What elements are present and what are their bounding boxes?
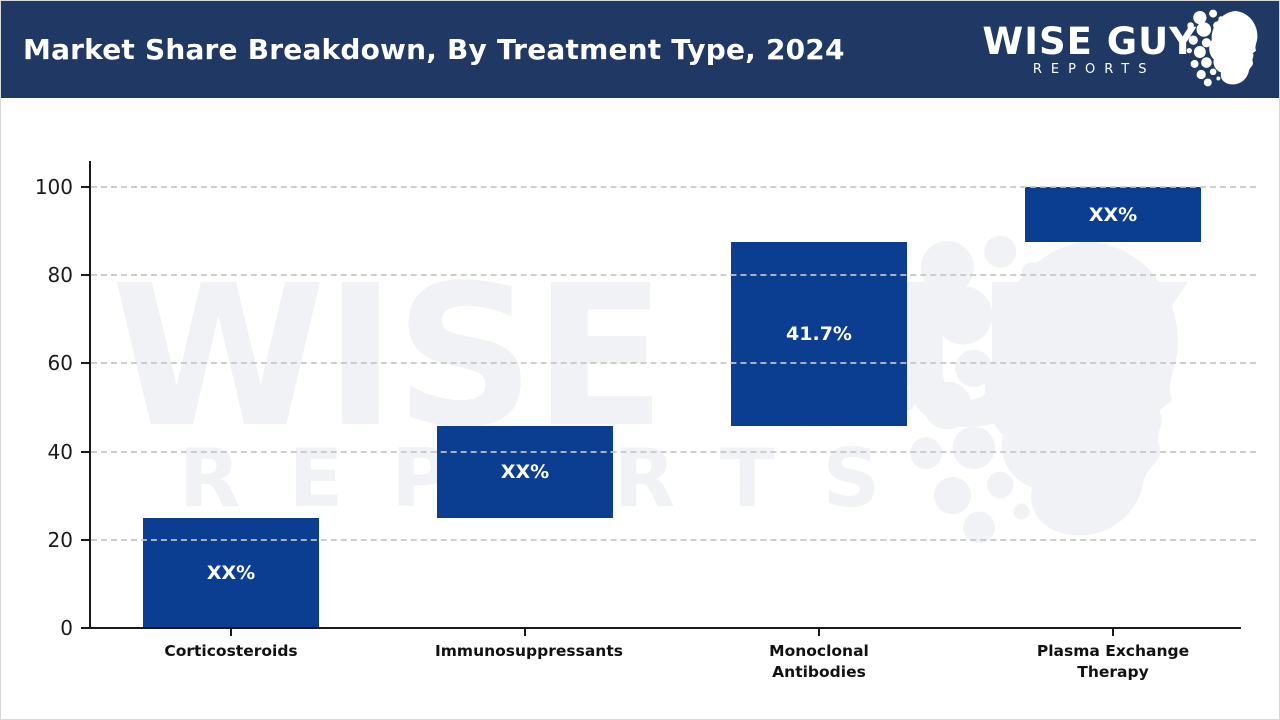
y-axis-line <box>89 161 91 629</box>
category-label-plasma-exchange-therapy: Plasma Exchange Therapy <box>1036 642 1190 681</box>
y-tick-label: 0 <box>60 616 73 640</box>
y-tick-mark-0 <box>81 627 90 629</box>
bar-value-label-plasma-exchange-therapy: XX% <box>1088 203 1138 226</box>
y-tick-label: 20 <box>47 527 73 552</box>
gridline-20 <box>91 538 1256 541</box>
gridline-100 <box>91 186 1256 188</box>
bar-immunosuppressants: XX% <box>437 426 613 518</box>
x-tick-mark-immunosuppressants <box>524 629 526 636</box>
x-tick-mark-plasma-exchange-therapy <box>1112 629 1114 636</box>
bar-value-label-monoclonal-antibodies: 41.7% <box>786 323 852 346</box>
bar-corticosteroids: XX% <box>143 517 319 628</box>
y-tick-label: 100 <box>34 175 73 199</box>
gridline-80 <box>91 274 1256 277</box>
gridline-40 <box>91 450 1256 453</box>
chart-title: Market Share Breakdown, By Treatment Typ… <box>23 33 845 66</box>
y-tick-mark-20 <box>81 538 90 541</box>
bar-value-label-corticosteroids: XX% <box>206 561 256 584</box>
brand-head-icon <box>1186 9 1258 86</box>
y-tick-label: 60 <box>47 351 73 376</box>
category-label-corticosteroids: Corticosteroids <box>164 642 298 660</box>
bar-plasma-exchange-therapy: XX% <box>1025 187 1201 243</box>
brand-subname: REPORTS <box>1032 62 1156 77</box>
gridline-60 <box>91 362 1256 365</box>
watermark-head-icon <box>894 235 1178 544</box>
bar-value-label-immunosuppressants: XX% <box>500 460 550 483</box>
brand-text: WISE GUY REPORTS <box>982 23 1197 76</box>
y-tick-mark-60 <box>81 362 90 365</box>
brand-logo: WISE GUY REPORTS <box>982 7 1267 93</box>
category-label-immunosuppressants: Immunosuppressants <box>435 642 623 660</box>
y-tick-mark-40 <box>81 450 90 453</box>
category-label-monoclonal-antibodies: Monoclonal Antibodies <box>769 642 869 681</box>
y-tick-mark-100 <box>81 186 90 188</box>
x-axis-line <box>89 627 1241 629</box>
y-tick-mark-80 <box>81 274 90 277</box>
x-tick-mark-monoclonal-antibodies <box>818 629 820 636</box>
bar-monoclonal-antibodies: 41.7% <box>731 242 907 427</box>
y-tick-label: 80 <box>47 263 73 288</box>
header-bar: Market Share Breakdown, By Treatment Typ… <box>1 1 1279 98</box>
x-tick-mark-corticosteroids <box>230 629 232 636</box>
brand-name: WISE GUY <box>982 20 1197 63</box>
y-tick-label: 40 <box>47 439 73 464</box>
